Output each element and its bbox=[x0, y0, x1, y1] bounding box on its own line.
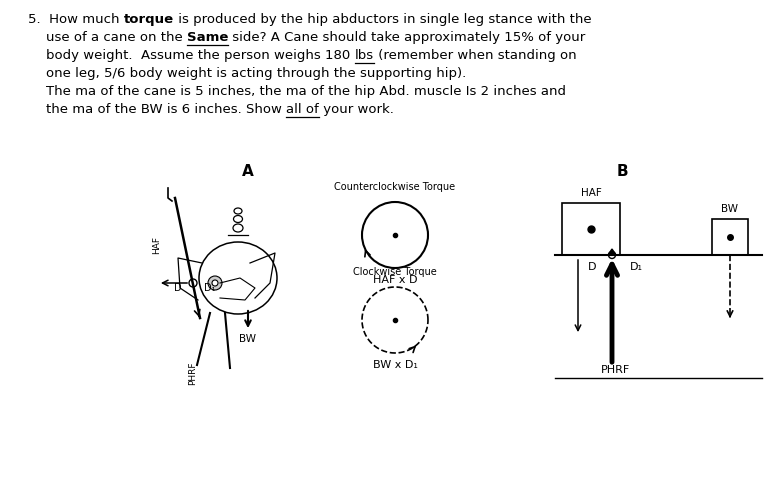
Text: BW x D₁: BW x D₁ bbox=[373, 360, 417, 370]
Circle shape bbox=[212, 280, 218, 286]
Bar bbox=[712, 219, 748, 255]
Text: D₁: D₁ bbox=[204, 283, 216, 293]
Text: lbs: lbs bbox=[354, 49, 374, 62]
Circle shape bbox=[189, 279, 197, 287]
Text: BW: BW bbox=[722, 204, 739, 214]
Text: (remember when standing on: (remember when standing on bbox=[374, 49, 576, 62]
Text: B: B bbox=[616, 164, 628, 179]
Text: The ma of the cane is 5 inches, the ma of the hip Abd. muscle Is 2 inches and: The ma of the cane is 5 inches, the ma o… bbox=[46, 85, 566, 98]
Text: D: D bbox=[174, 283, 182, 293]
Text: Same: Same bbox=[187, 31, 229, 44]
Text: HAF: HAF bbox=[580, 188, 601, 198]
Text: use of a cane on the: use of a cane on the bbox=[46, 31, 187, 44]
Text: one leg, 5/6 body weight is acting through the supporting hip).: one leg, 5/6 body weight is acting throu… bbox=[46, 67, 466, 80]
Text: Counterclockwise Torque: Counterclockwise Torque bbox=[335, 182, 456, 192]
Text: the ma of the BW is 6 inches. Show: the ma of the BW is 6 inches. Show bbox=[46, 103, 286, 116]
Circle shape bbox=[608, 252, 615, 258]
Text: BW: BW bbox=[239, 334, 257, 344]
Text: D: D bbox=[588, 262, 596, 272]
Text: PHRF: PHRF bbox=[601, 365, 630, 375]
Text: HAF x D: HAF x D bbox=[373, 275, 417, 285]
Text: Clockwise Torque: Clockwise Torque bbox=[353, 267, 437, 277]
Text: is produced by the hip abductors in single leg stance with the: is produced by the hip abductors in sing… bbox=[174, 13, 591, 26]
Text: PHRF: PHRF bbox=[189, 361, 197, 385]
Text: 5.  How much: 5. How much bbox=[28, 13, 124, 26]
Text: side? A Cane should take approximately 15% of your: side? A Cane should take approximately 1… bbox=[229, 31, 586, 44]
Polygon shape bbox=[608, 249, 616, 255]
Text: body weight.  Assume the person weighs 180: body weight. Assume the person weighs 18… bbox=[46, 49, 354, 62]
Text: torque: torque bbox=[124, 13, 174, 26]
Circle shape bbox=[208, 276, 222, 290]
Text: A: A bbox=[242, 164, 254, 179]
Text: D₁: D₁ bbox=[629, 262, 643, 272]
Bar bbox=[562, 203, 620, 255]
Text: your work.: your work. bbox=[319, 103, 394, 116]
Text: all of: all of bbox=[286, 103, 319, 116]
Text: HAF: HAF bbox=[153, 236, 161, 254]
